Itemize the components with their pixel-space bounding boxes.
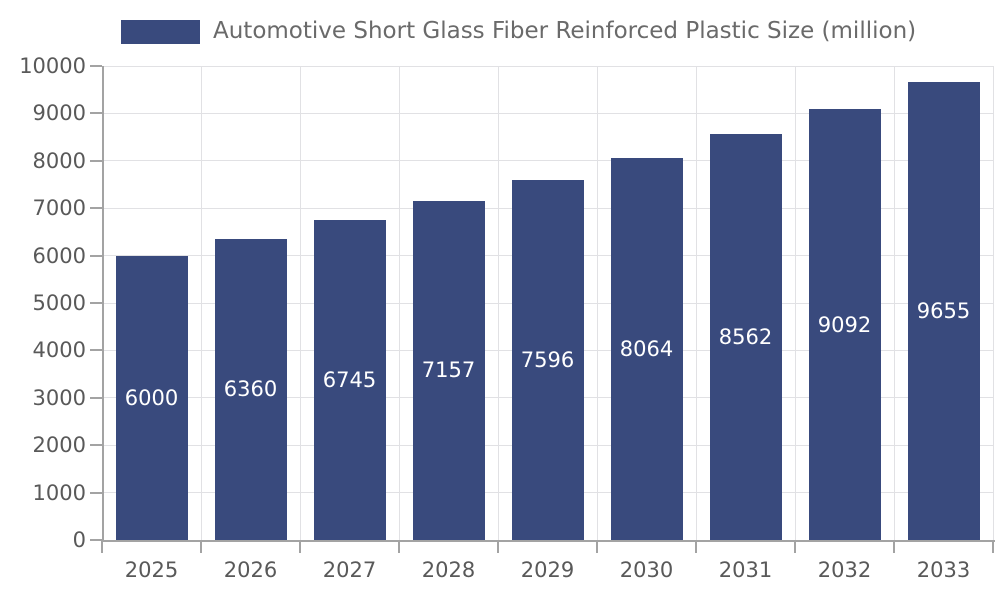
y-axis-tick: [90, 254, 102, 257]
x-axis-tick-label: 2028: [421, 558, 476, 582]
y-grid-line: [102, 65, 993, 67]
x-axis-tick: [398, 541, 400, 553]
x-grid-line: [695, 66, 697, 540]
x-axis-tick-label: 2033: [916, 558, 971, 582]
y-axis-tick-label: 10000: [19, 54, 86, 78]
x-axis-tick: [299, 541, 301, 553]
x-grid-line: [398, 66, 400, 540]
y-axis-line: [102, 66, 104, 540]
bar-value-label: 7157: [421, 358, 476, 383]
y-axis-tick-label: 5000: [32, 291, 86, 315]
y-axis-tick-label: 2000: [32, 433, 86, 458]
bar: 9092: [808, 109, 881, 540]
y-axis-tick-label: 8000: [32, 148, 86, 173]
x-axis-tick: [497, 541, 499, 553]
legend-label: Automotive Short Glass Fiber Reinforced …: [213, 18, 917, 44]
y-axis-tick: [90, 491, 102, 494]
y-axis-tick-label: 6000: [32, 243, 86, 268]
y-axis-tick: [90, 302, 102, 304]
bar: 6360: [214, 238, 287, 540]
bar-value-label: 7596: [520, 347, 575, 372]
x-axis-tick-label: 2032: [817, 558, 872, 582]
plot-area: 6000 6360 6745 7157 7596 8064 8562 9092 9655: [102, 65, 994, 540]
bar-value-label: 9092: [817, 312, 872, 337]
x-axis-tick-label: 2025: [124, 558, 179, 582]
y-grid-line: [102, 112, 993, 114]
x-grid-line: [200, 66, 202, 540]
y-axis-tick: [90, 159, 102, 162]
x-axis-tick-label: 2031: [718, 558, 773, 582]
y-axis-tick: [90, 112, 102, 115]
bar: 8064: [610, 157, 683, 540]
y-axis-tick: [90, 539, 102, 541]
x-grid-line: [992, 66, 994, 540]
y-axis-tick-label: 3000: [32, 385, 86, 410]
bar-value-label: 6000: [124, 385, 179, 410]
x-axis-tick-label: 2027: [322, 558, 377, 582]
x-axis-tick: [101, 541, 103, 553]
x-grid-line: [794, 66, 796, 540]
bar-value-label: 9655: [916, 299, 971, 324]
y-axis-tick: [90, 444, 102, 447]
x-grid-line: [299, 66, 301, 540]
x-axis-tick: [893, 541, 895, 553]
x-grid-line: [497, 66, 499, 540]
x-axis-tick: [596, 541, 598, 553]
y-axis-tick-label: 7000: [32, 196, 86, 221]
legend-swatch: [121, 20, 200, 44]
bar-value-label: 8064: [619, 336, 674, 361]
x-grid-line: [596, 66, 598, 540]
x-grid-line: [893, 66, 895, 540]
bar-value-label: 8562: [718, 325, 773, 350]
x-axis-tick-label: 2030: [619, 558, 674, 582]
x-axis-tick: [794, 541, 796, 553]
x-axis-tick: [200, 541, 202, 553]
bar: 6745: [313, 220, 386, 540]
y-axis-tick: [90, 207, 102, 210]
y-axis-tick: [90, 396, 102, 399]
bar-value-label: 6360: [223, 377, 278, 402]
bar: 9655: [907, 82, 980, 540]
x-axis-line: [102, 540, 995, 542]
y-axis-tick-label: 9000: [32, 101, 86, 126]
y-axis-tick: [90, 65, 102, 67]
x-axis-tick-label: 2029: [520, 558, 575, 582]
bar-value-label: 6745: [322, 368, 377, 393]
x-axis-tick: [992, 541, 994, 553]
bar: 6000: [115, 255, 188, 540]
y-axis-tick-label: 1000: [32, 480, 86, 505]
x-axis-tick-label: 2026: [223, 558, 278, 582]
bar: 7596: [511, 179, 584, 540]
y-axis-tick-label: 4000: [32, 338, 86, 363]
x-axis-tick: [695, 541, 697, 553]
bar: 7157: [412, 200, 485, 540]
y-axis-tick: [90, 349, 102, 352]
y-grid-line: [102, 160, 993, 162]
y-axis-tick-label: 0: [72, 528, 86, 552]
bar: 8562: [709, 134, 782, 540]
